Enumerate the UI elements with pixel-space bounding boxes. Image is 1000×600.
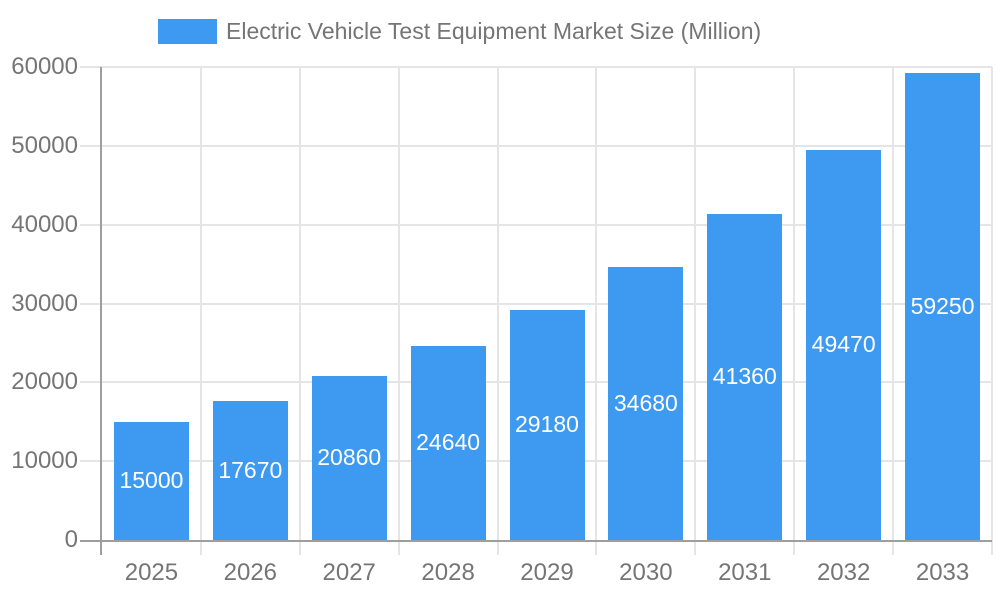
gridline-v-5 [595, 67, 598, 555]
bar-2031[interactable]: 41360 [707, 213, 783, 540]
legend-label: Electric Vehicle Test Equipment Market S… [226, 18, 762, 44]
gridline-v-9 [991, 67, 993, 555]
gridline-v-2 [298, 67, 301, 555]
x-tick-label: 2026 [223, 559, 278, 586]
bar-2028[interactable]: 24640 [410, 345, 486, 540]
bar-value-label: 59250 [910, 292, 975, 319]
bar-2026[interactable]: 17670 [212, 400, 288, 540]
gridline-v-7 [793, 67, 796, 555]
bar-2033[interactable]: 59250 [905, 72, 981, 540]
x-tick-label: 2029 [520, 559, 574, 586]
bar-value-label: 15000 [119, 467, 184, 494]
gridline-v-8 [892, 67, 895, 555]
x-axis-line [80, 540, 992, 542]
gridline-v-1 [199, 67, 202, 555]
bar-value-label: 24640 [416, 429, 481, 456]
x-tick-label: 2025 [124, 559, 179, 586]
x-tick-label: 2032 [816, 559, 871, 586]
bar-2032[interactable]: 49470 [806, 150, 882, 540]
bar-value-label: 17670 [218, 456, 283, 483]
x-tick-label: 2033 [915, 559, 970, 586]
plot-area: 15000 17670 20860 24640 29180 34680 41360 49470… [80, 66, 993, 555]
bar-2029[interactable]: 29180 [509, 309, 585, 540]
x-tick-label: 2031 [718, 559, 772, 586]
bar-value-label: 20860 [317, 444, 382, 471]
x-tick-label: 2030 [619, 559, 673, 586]
bar-value-label: 29180 [515, 411, 579, 438]
gridline-h-40000 [80, 223, 992, 226]
y-tick-label: 10000 [11, 447, 78, 475]
bar-value-label: 49470 [811, 331, 876, 358]
y-tick-label: 30000 [11, 289, 78, 317]
legend-swatch-icon [158, 19, 217, 44]
bar-2027[interactable]: 20860 [311, 375, 387, 540]
bar-value-label: 41360 [712, 363, 777, 390]
y-tick-label: 50000 [11, 131, 78, 159]
gridline-v-3 [397, 67, 400, 555]
bar-2025[interactable]: 15000 [113, 421, 189, 540]
gridline-h-60000 [80, 66, 992, 68]
x-tick-label: 2027 [322, 559, 376, 586]
y-axis-line [100, 67, 102, 555]
y-tick-label: 20000 [11, 368, 78, 396]
bar-2030[interactable]: 34680 [608, 266, 684, 540]
gridline-h-30000 [80, 302, 992, 305]
y-tick-label: 60000 [11, 53, 78, 80]
x-tick-label: 2028 [421, 559, 475, 586]
gridline-v-6 [694, 67, 697, 555]
y-tick-label: 40000 [11, 210, 78, 238]
bar-value-label: 34680 [613, 389, 678, 416]
chart-legend[interactable]: Electric Vehicle Test Equipment Market S… [158, 18, 761, 45]
gridline-v-4 [496, 67, 499, 555]
gridline-h-50000 [80, 144, 992, 147]
y-tick-label: 0 [64, 526, 78, 553]
